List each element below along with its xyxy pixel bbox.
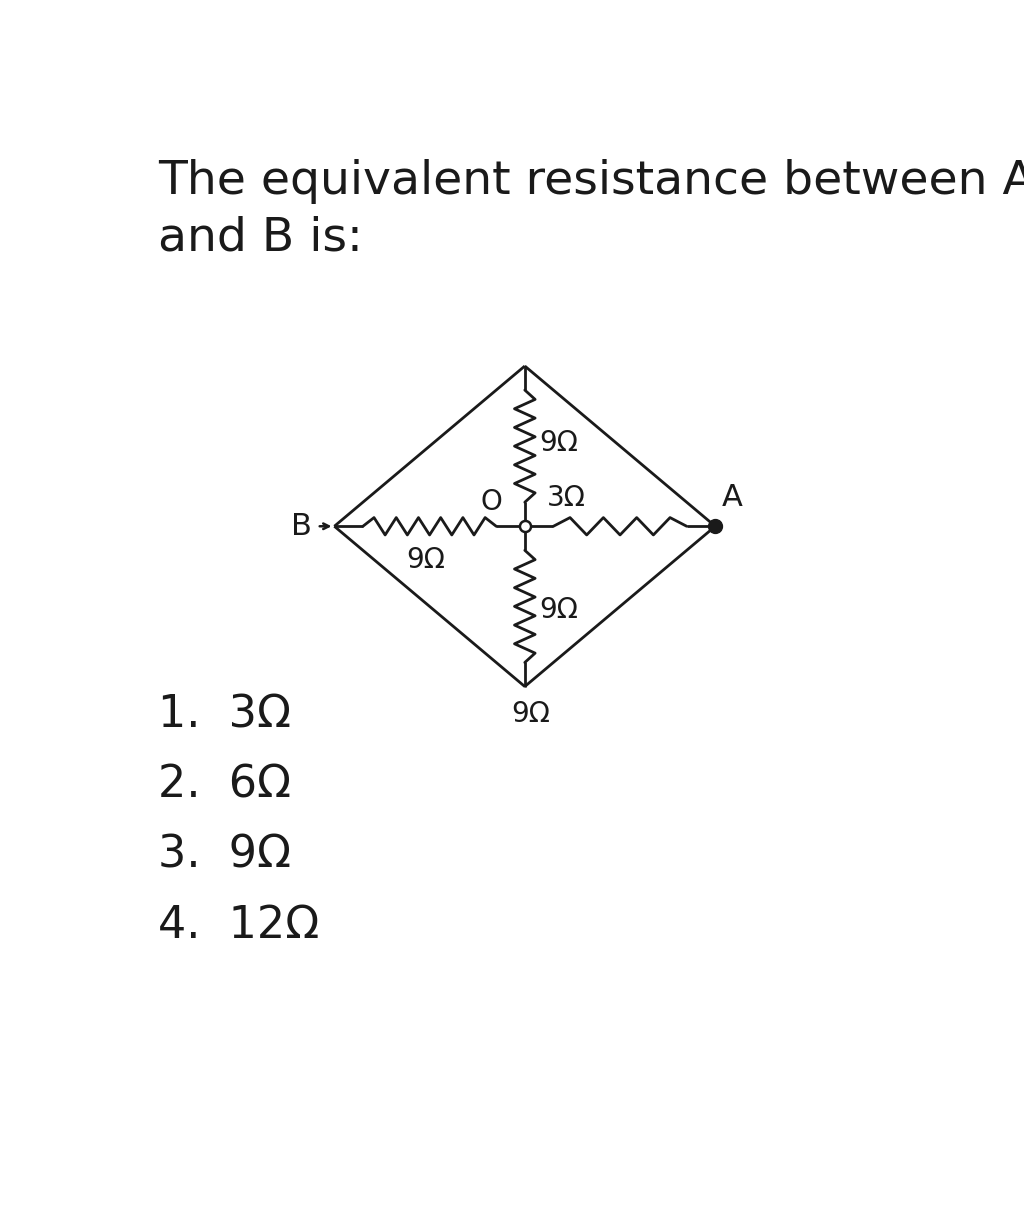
Text: O: O <box>481 488 503 516</box>
Text: 9Ω: 9Ω <box>539 596 578 624</box>
Text: 3Ω: 3Ω <box>547 483 586 511</box>
Text: 3.  9Ω: 3. 9Ω <box>158 834 291 877</box>
Text: A: A <box>722 483 742 511</box>
Text: B: B <box>291 512 312 540</box>
Text: 1.  3Ω: 1. 3Ω <box>158 693 291 736</box>
Text: 4.  12Ω: 4. 12Ω <box>158 903 319 947</box>
Text: and B is:: and B is: <box>158 216 364 261</box>
Text: 9Ω: 9Ω <box>512 699 551 728</box>
Text: The equivalent resistance between A: The equivalent resistance between A <box>158 159 1024 204</box>
Text: 9Ω: 9Ω <box>407 546 445 574</box>
Text: 2.  6Ω: 2. 6Ω <box>158 764 291 806</box>
Text: 9Ω: 9Ω <box>539 429 578 456</box>
